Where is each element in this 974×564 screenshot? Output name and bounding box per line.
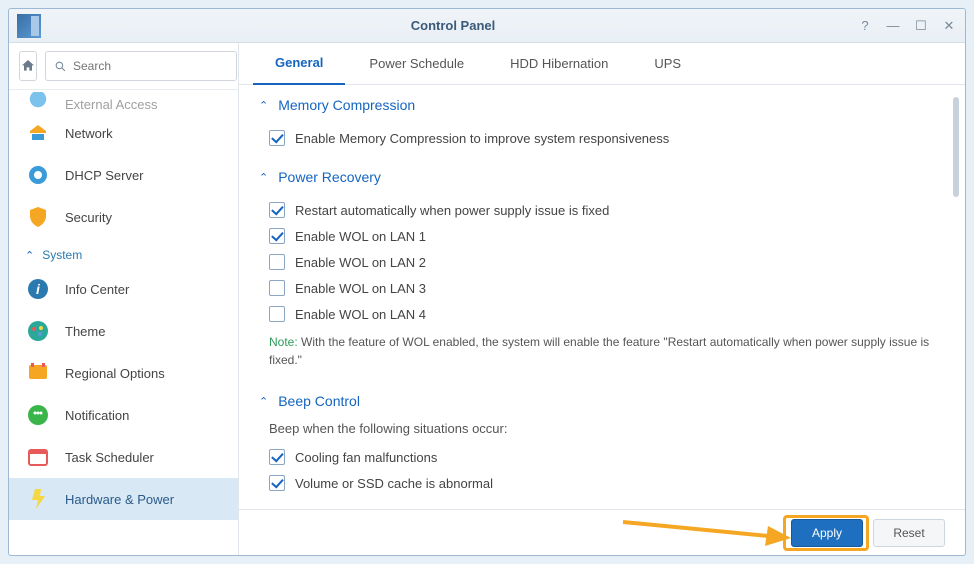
section-header[interactable]: ⌃ Power Recovery [259,169,945,185]
sidebar-label: External Access [65,97,158,112]
checkbox[interactable] [269,228,285,244]
notification-icon [25,402,51,428]
section-power-recovery: ⌃ Power Recovery Restart automatically w… [259,169,945,375]
option-row[interactable]: Enable WOL on LAN 4 [259,301,945,327]
app-icon [17,14,41,38]
theme-icon [25,318,51,344]
tabs: GeneralPower ScheduleHDD HibernationUPS [239,43,965,85]
content-area: GeneralPower ScheduleHDD HibernationUPS … [239,43,965,555]
network-icon [25,120,51,146]
tab-general[interactable]: General [253,43,345,85]
titlebar: Control Panel ? — ☐ ✕ [9,9,965,43]
sidebar-label: Notification [65,408,129,423]
sidebar-label: Info Center [65,282,129,297]
note-text: Note: With the feature of WOL enabled, t… [259,327,945,375]
sidebar-label: DHCP Server [65,168,144,183]
chevron-up-icon: ⌃ [259,99,268,112]
search-input[interactable] [73,59,228,73]
section-header[interactable]: ⌃ Memory Compression [259,97,945,113]
sidebar-item-task-scheduler[interactable]: Task Scheduler [9,436,238,478]
sidebar-category-system[interactable]: ⌃ System [9,238,238,268]
checkbox[interactable] [269,306,285,322]
option-row[interactable]: Cooling fan malfunctions [259,444,945,470]
external-access-icon [25,92,51,112]
sidebar-label: Regional Options [65,366,165,381]
checkbox[interactable] [269,130,285,146]
sidebar-item-network[interactable]: Network [9,112,238,154]
tab-hdd-hibernation[interactable]: HDD Hibernation [488,43,630,85]
tab-ups[interactable]: UPS [632,43,703,85]
sidebar-item-hardware-power[interactable]: Hardware & Power [9,478,238,520]
control-panel-window: Control Panel ? — ☐ ✕ External Acce [8,8,966,556]
scrollbar-thumb[interactable] [953,97,959,197]
reset-button[interactable]: Reset [873,519,945,547]
annotation-arrow [623,514,793,552]
checkbox[interactable] [269,280,285,296]
hardware-icon [25,486,51,512]
sidebar-label: Task Scheduler [65,450,154,465]
maximize-icon[interactable]: ☐ [913,18,929,34]
option-row[interactable]: Enable Memory Compression to improve sys… [259,125,945,151]
option-row[interactable]: Restart automatically when power supply … [259,197,945,223]
sidebar-item-notification[interactable]: Notification [9,394,238,436]
checkbox[interactable] [269,475,285,491]
dhcp-icon [25,162,51,188]
sidebar-label: Theme [65,324,105,339]
sidebar-item-theme[interactable]: Theme [9,310,238,352]
info-icon: i [25,276,51,302]
home-button[interactable] [19,51,37,81]
minimize-icon[interactable]: — [885,18,901,34]
chevron-up-icon: ⌃ [25,249,34,262]
option-row[interactable]: Volume or SSD cache is abnormal [259,470,945,496]
sidebar-label: Hardware & Power [65,492,174,507]
chevron-up-icon: ⌃ [259,395,268,408]
sidebar-item-security[interactable]: Security [9,196,238,238]
sidebar-item-dhcp-server[interactable]: DHCP Server [9,154,238,196]
sidebar-label: Network [65,126,113,141]
apply-button[interactable]: Apply [791,519,863,547]
option-row[interactable]: Enable WOL on LAN 2 [259,249,945,275]
checkbox[interactable] [269,202,285,218]
sidebar-list: External Access Network DHCP Server Securi… [9,90,238,555]
help-icon[interactable]: ? [857,18,873,34]
sidebar: External Access Network DHCP Server Securi… [9,43,239,555]
window-title: Control Panel [49,18,857,33]
footer: Apply Reset [239,509,965,555]
tab-power-schedule[interactable]: Power Schedule [347,43,486,85]
option-row[interactable]: Enable WOL on LAN 3 [259,275,945,301]
checkbox[interactable] [269,254,285,270]
section-beep-control: ⌃ Beep Control Beep when the following s… [259,393,945,496]
sidebar-item-info-center[interactable]: i Info Center [9,268,238,310]
sidebar-item-external-access[interactable]: External Access [9,92,238,112]
task-icon [25,444,51,470]
home-icon [20,58,36,74]
chevron-up-icon: ⌃ [259,171,268,184]
settings-pane: ⌃ Memory Compression Enable Memory Compr… [239,85,965,509]
section-description: Beep when the following situations occur… [259,421,945,444]
search-icon [54,60,67,73]
security-icon [25,204,51,230]
sidebar-item-regional-options[interactable]: Regional Options [9,352,238,394]
section-memory-compression: ⌃ Memory Compression Enable Memory Compr… [259,97,945,151]
checkbox[interactable] [269,449,285,465]
section-header[interactable]: ⌃ Beep Control [259,393,945,409]
close-icon[interactable]: ✕ [941,18,957,34]
sidebar-label: Security [65,210,112,225]
option-row[interactable]: Enable WOL on LAN 1 [259,223,945,249]
search-field[interactable] [45,51,237,81]
regional-icon [25,360,51,386]
